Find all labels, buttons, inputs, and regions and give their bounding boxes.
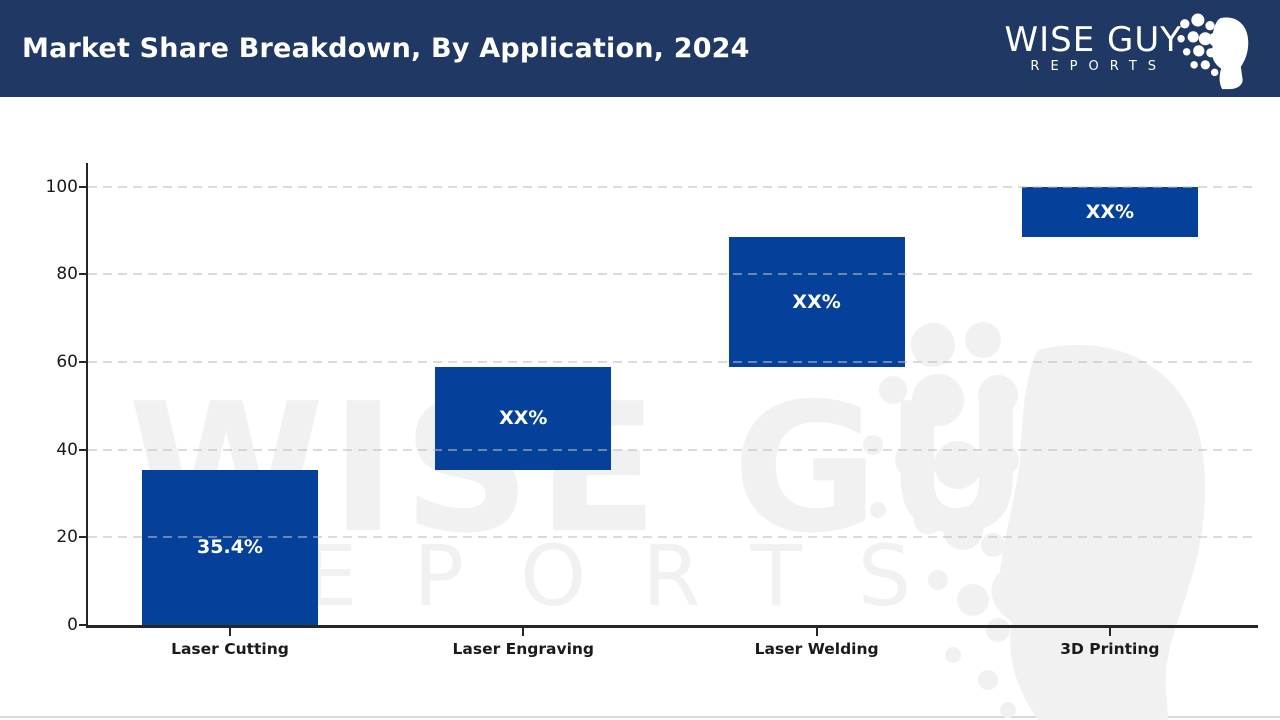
- y-tick-label-0: 0: [67, 615, 78, 635]
- y-tick-label-60: 60: [56, 351, 78, 372]
- y-tick-mark: [79, 448, 87, 451]
- gridline-80: [88, 273, 1255, 276]
- y-tick-mark: [79, 536, 87, 539]
- watermark-face-icon: [863, 322, 1206, 720]
- y-tick-mark: [79, 360, 87, 363]
- x-category-label: Laser Cutting: [171, 640, 289, 658]
- y-tick-label-80: 80: [56, 264, 78, 285]
- brand-logo: WISE GUY REPORTS: [1004, 7, 1252, 91]
- bar-laser-welding: XX%: [728, 237, 905, 367]
- x-tick-mark: [815, 627, 818, 636]
- gridline-100: [88, 185, 1255, 188]
- x-tick-mark: [1108, 627, 1111, 636]
- bar-value-label: XX%: [1085, 200, 1135, 223]
- x-tick-mark: [229, 627, 231, 636]
- y-axis-line: [85, 163, 88, 628]
- y-tick-label-20: 20: [56, 527, 78, 548]
- gridline-40: [88, 448, 1255, 451]
- header: Market Share Breakdown, By Application, …: [0, 0, 1280, 97]
- gridline-20: [88, 536, 1255, 539]
- dotted-face-icon: [1177, 13, 1249, 89]
- y-tick-mark: [79, 185, 87, 188]
- x-tick-mark: [522, 627, 525, 636]
- x-axis-line: [85, 625, 1258, 628]
- x-category-label: 3D Printing: [1060, 640, 1160, 658]
- bar-value-label: XX%: [792, 291, 841, 314]
- x-category-label: Laser Welding: [754, 640, 879, 658]
- brand-name: WISE GUY: [1004, 19, 1182, 60]
- page-title: Market Share Breakdown, By Application, …: [22, 33, 750, 64]
- bar-value-label: XX%: [499, 407, 548, 430]
- bottom-divider: [0, 716, 1280, 718]
- bar-3d-printing: XX%: [1021, 186, 1198, 238]
- gridline-60: [88, 360, 1255, 363]
- brand-logo-text: WISE GUY REPORTS: [1004, 19, 1182, 75]
- y-tick-mark: [79, 624, 87, 626]
- y-tick-label-100: 100: [45, 176, 78, 197]
- y-tick-label-40: 40: [56, 439, 78, 460]
- x-category-label: Laser Engraving: [452, 640, 595, 658]
- bar-laser-cutting: 35.4%: [142, 469, 318, 625]
- chart: WISE GUY REPORTS 35.4% XX% XX% XX% 0 20 40 60 80…: [0, 97, 1280, 720]
- bar-laser-engraving: XX%: [435, 366, 612, 470]
- bar-value-label: 35.4%: [197, 536, 263, 559]
- y-tick-mark: [79, 273, 87, 276]
- brand-subtitle: REPORTS: [1030, 59, 1168, 75]
